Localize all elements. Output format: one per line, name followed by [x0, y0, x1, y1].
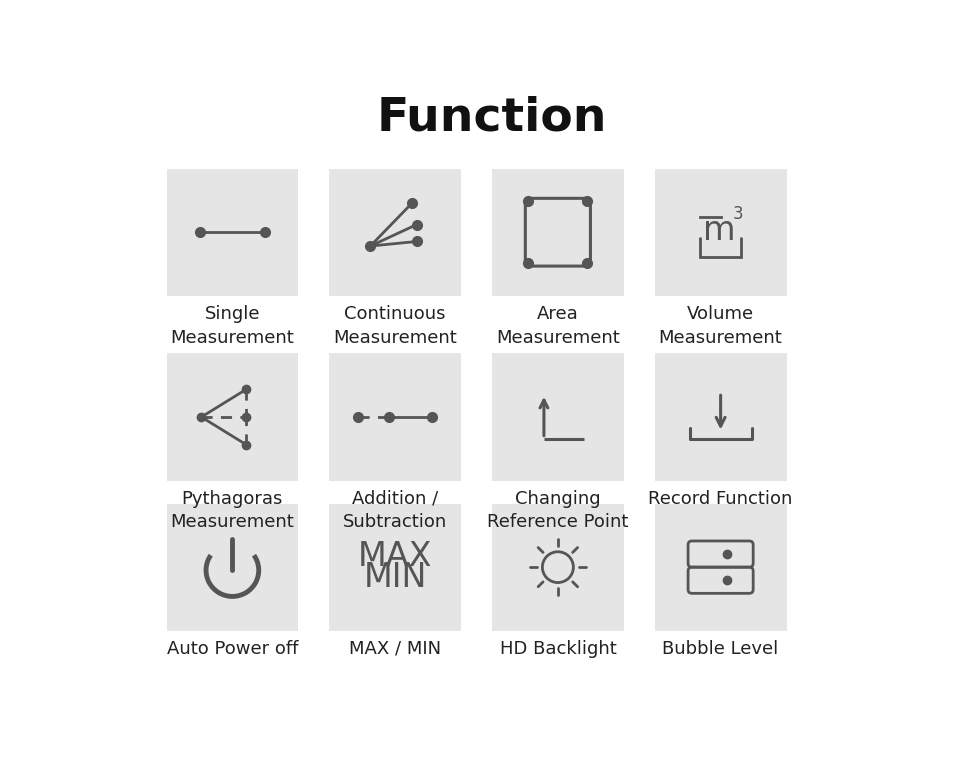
Text: Bubble Level: Bubble Level [662, 640, 779, 658]
FancyBboxPatch shape [492, 503, 624, 630]
FancyBboxPatch shape [166, 354, 299, 481]
FancyBboxPatch shape [166, 503, 299, 630]
Text: MIN: MIN [364, 562, 427, 594]
Text: HD Backlight: HD Backlight [499, 640, 616, 658]
FancyBboxPatch shape [655, 503, 786, 630]
FancyBboxPatch shape [655, 354, 786, 481]
Text: MAX / MIN: MAX / MIN [349, 640, 442, 658]
Text: Single
Measurement: Single Measurement [171, 305, 295, 347]
Text: Changing
Reference Point: Changing Reference Point [487, 490, 629, 532]
Text: 3: 3 [732, 205, 743, 223]
FancyBboxPatch shape [329, 503, 461, 630]
Text: m: m [703, 214, 735, 248]
Text: Pythagoras
Measurement: Pythagoras Measurement [171, 490, 295, 532]
Text: Continuous
Measurement: Continuous Measurement [333, 305, 457, 347]
FancyBboxPatch shape [329, 354, 461, 481]
FancyBboxPatch shape [329, 169, 461, 296]
Text: Auto Power off: Auto Power off [167, 640, 298, 658]
Text: Record Function: Record Function [648, 490, 793, 508]
FancyBboxPatch shape [492, 169, 624, 296]
FancyBboxPatch shape [655, 169, 786, 296]
Text: Addition /
Subtraction: Addition / Subtraction [343, 490, 447, 532]
Text: Function: Function [376, 96, 608, 141]
FancyBboxPatch shape [492, 354, 624, 481]
Text: MAX: MAX [358, 540, 432, 573]
Text: Volume
Measurement: Volume Measurement [659, 305, 782, 347]
FancyBboxPatch shape [166, 169, 299, 296]
Text: Area
Measurement: Area Measurement [496, 305, 620, 347]
